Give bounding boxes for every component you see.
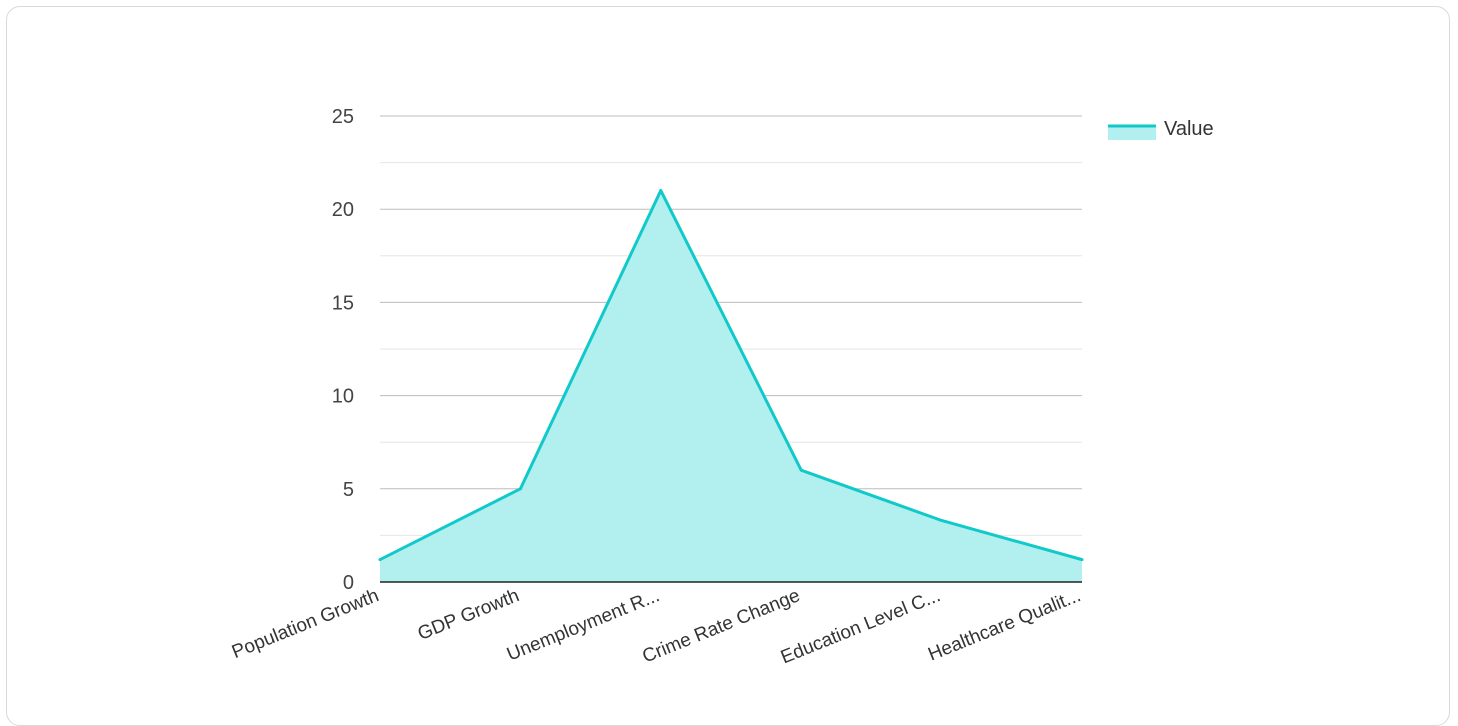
y-axis-ticks: 0 5 10 15 20 25 <box>332 106 354 594</box>
y-tick-label: 0 <box>343 572 354 594</box>
y-tick-label: 15 <box>332 292 354 314</box>
y-tick-label: 10 <box>332 386 354 408</box>
x-tick-label: Healthcare Qualit... <box>925 585 1084 665</box>
legend-swatch-fill <box>1108 126 1156 140</box>
x-tick-label: Unemployment R... <box>504 585 663 665</box>
data-point <box>378 558 382 562</box>
y-tick-label: 5 <box>343 479 354 501</box>
data-point <box>1080 558 1084 562</box>
series-area <box>380 190 1082 582</box>
data-point <box>518 487 522 491</box>
x-tick-label: Population Growth <box>229 585 382 663</box>
x-tick-label: Crime Rate Change <box>640 585 804 667</box>
x-tick-label: Education Level C... <box>778 585 944 668</box>
data-point <box>940 518 944 522</box>
y-tick-label: 20 <box>332 199 354 221</box>
data-point <box>659 189 663 193</box>
area-chart: 0 5 10 15 20 25 Population Growth GDP GrowthUn… <box>229 106 1214 668</box>
legend-label: Value <box>1164 118 1214 140</box>
series-line <box>379 189 1083 562</box>
x-axis-ticks: Population Growth GDP GrowthUnemployment … <box>229 585 1084 668</box>
y-tick-label: 25 <box>332 106 354 128</box>
x-tick-label: GDP Growth <box>415 585 522 645</box>
series-group <box>378 189 1084 582</box>
legend: Value <box>1108 118 1214 140</box>
data-point <box>799 468 803 472</box>
